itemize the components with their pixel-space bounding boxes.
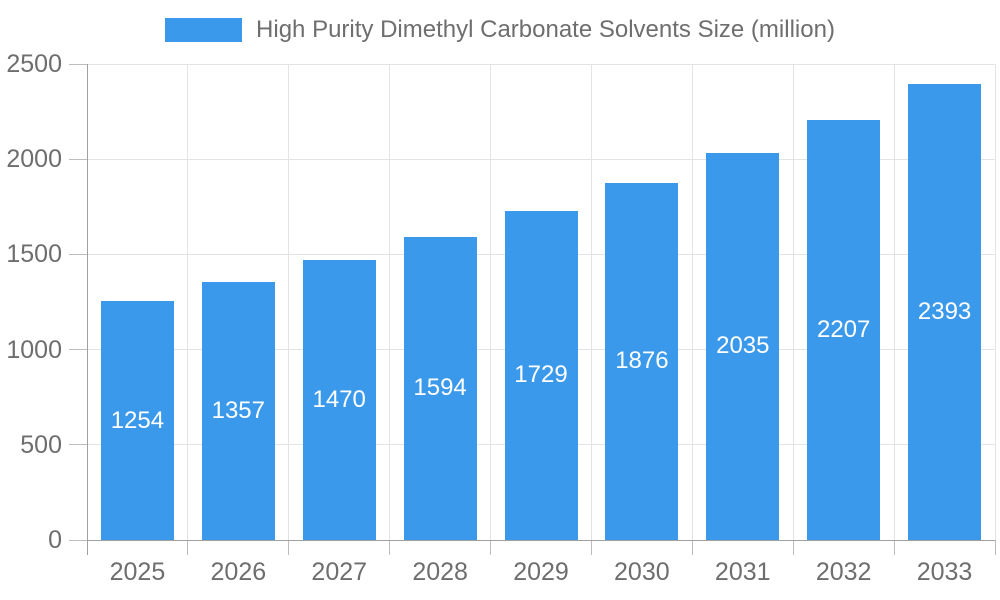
bar-value-label: 1357 <box>211 396 265 424</box>
x-axis-tick <box>994 540 996 555</box>
y-axis-tick-label: 500 <box>20 430 62 459</box>
x-axis-tick-label: 2027 <box>311 558 368 586</box>
x-axis-tick-label: 2031 <box>714 558 771 586</box>
y-axis-tick-label: 2500 <box>6 50 62 78</box>
legend-swatch <box>165 18 243 42</box>
v-gridline <box>288 64 290 540</box>
x-axis-tick-label: 2032 <box>815 558 872 586</box>
x-axis-tick <box>590 540 592 555</box>
x-axis-tick-label: 2025 <box>109 558 166 586</box>
v-gridline <box>187 64 189 540</box>
x-axis-tick-label: 2028 <box>412 558 468 586</box>
legend-label: High Purity Dimethyl Carbonate Solvents … <box>256 16 835 43</box>
y-axis-tick <box>69 63 87 65</box>
y-axis-tick-label: 1500 <box>6 240 62 269</box>
bar-2028: 1594 <box>403 236 477 540</box>
x-axis-tick-label: 2029 <box>513 558 569 586</box>
y-axis-tick-label: 0 <box>48 526 62 554</box>
x-axis-tick <box>288 540 290 555</box>
v-gridline <box>792 64 794 540</box>
y-axis-tick <box>69 539 87 541</box>
v-gridline <box>691 64 693 540</box>
y-axis-tick <box>69 349 87 351</box>
legend-item[interactable]: High Purity Dimethyl Carbonate Solvents … <box>0 16 1000 44</box>
x-axis-tick-label: 2030 <box>614 558 670 586</box>
bar-2026: 1357 <box>201 281 275 540</box>
h-gridline <box>87 158 995 160</box>
bar-2027: 1470 <box>302 260 376 540</box>
v-gridline <box>893 64 895 540</box>
bar-2031: 2035 <box>706 152 780 540</box>
v-gridline <box>490 64 492 540</box>
x-axis-tick-label: 2026 <box>210 558 267 586</box>
y-axis-tick-label: 2000 <box>6 145 62 174</box>
y-axis-tick <box>69 444 87 446</box>
x-axis-tick <box>691 540 693 555</box>
x-axis-tick <box>389 540 391 555</box>
bar-2030: 1876 <box>605 182 679 540</box>
y-axis-tick-label: 1000 <box>6 335 62 364</box>
y-axis-line <box>86 64 88 555</box>
bar-value-label: 1594 <box>413 374 467 402</box>
bar-value-label: 1729 <box>514 361 568 389</box>
bar-value-label: 2035 <box>716 332 770 360</box>
x-axis-tick <box>187 540 189 555</box>
bar-2032: 2207 <box>807 119 881 540</box>
v-gridline <box>590 64 592 540</box>
x-axis-tick <box>792 540 794 555</box>
y-axis-tick <box>69 253 87 255</box>
plot-area: 0 500 1000 1500 2000 2500 1254 2025 1357 2026 1470… <box>6 50 996 586</box>
bar-2033: 2393 <box>908 84 982 540</box>
v-gridline <box>389 64 391 540</box>
x-axis-tick-label: 2033 <box>916 558 973 586</box>
h-gridline <box>87 63 995 65</box>
x-axis-tick <box>893 540 895 555</box>
v-gridline <box>994 64 996 540</box>
bar-2029: 1729 <box>504 210 578 540</box>
x-axis-tick <box>490 540 492 555</box>
y-axis-tick <box>69 158 87 160</box>
bar-value-label: 1470 <box>312 386 366 414</box>
bar-value-label: 2207 <box>816 315 871 343</box>
bar-value-label: 2393 <box>917 298 972 326</box>
x-axis-line <box>87 539 995 541</box>
bar-2025: 1254 <box>100 301 174 540</box>
bar-value-label: 1254 <box>110 406 165 434</box>
bar-value-label: 1876 <box>615 347 669 375</box>
